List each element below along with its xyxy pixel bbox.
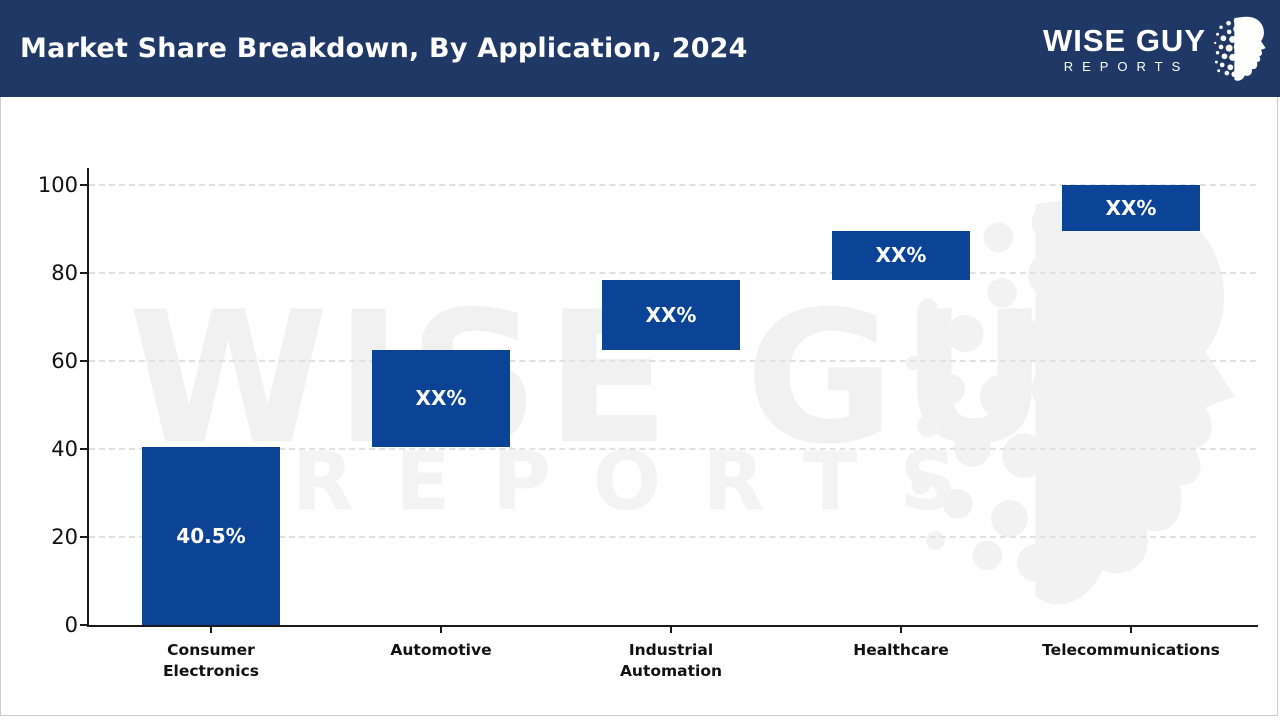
bar-value-label: XX% [415,386,467,411]
bar: XX% [832,231,970,280]
y-tick-label: 40 [51,437,78,461]
x-axis-line [87,625,1258,627]
header: Market Share Breakdown, By Application, … [0,0,1280,97]
gridline [89,184,1256,186]
bar-value-label: XX% [645,302,697,327]
x-category-label: Automotive [390,641,492,659]
gridline [89,536,1256,538]
x-tick [210,627,212,633]
bar-value-label: 40.5% [176,523,246,548]
gridline [89,360,1256,362]
x-tick [670,627,672,633]
bar: XX% [602,279,740,350]
y-tick [80,360,87,362]
logo-text: WISE GUY REPORTS [1043,25,1206,73]
bar: XX% [1062,185,1200,232]
x-category-label: Telecommunications [1042,641,1220,659]
y-tick-label: 80 [51,261,78,285]
gridline [89,448,1256,450]
x-tick [900,627,902,633]
y-tick-label: 0 [64,613,78,637]
y-tick-label: 100 [37,173,78,197]
x-category-label: Industrial Automation [619,641,723,680]
bar-value-label: XX% [875,243,927,268]
bar: XX% [372,350,510,447]
x-category-label: Healthcare [853,641,949,659]
y-tick [80,184,87,186]
y-tick [80,536,87,538]
bar: 40.5% [142,446,280,625]
y-tick [80,272,87,274]
gridline [89,272,1256,274]
y-tick-label: 60 [51,349,78,373]
x-category-label: Consumer Electronics [162,641,260,680]
y-tick-label: 20 [51,525,78,549]
y-tick [80,624,87,626]
logo-brand-text: WISE GUY [1042,23,1206,58]
y-axis-line [87,168,89,627]
x-tick [1130,627,1132,633]
x-tick [440,627,442,633]
bar-value-label: XX% [1105,196,1157,221]
logo-sub-text: REPORTS [1063,59,1190,74]
page-title: Market Share Breakdown, By Application, … [20,33,748,64]
y-tick [80,448,87,450]
wise-guy-logo: WISE GUY REPORTS [1018,6,1268,92]
